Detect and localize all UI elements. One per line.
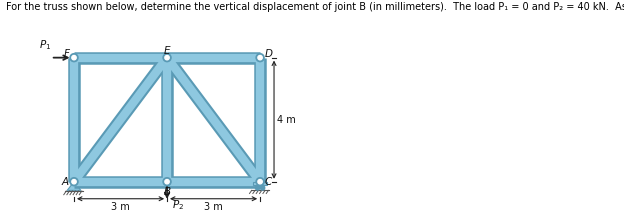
Circle shape [70,54,78,62]
Circle shape [260,186,265,190]
Polygon shape [67,182,81,190]
Text: A: A [62,177,69,187]
Text: F: F [63,49,69,59]
Text: C: C [264,177,271,187]
Text: $P_1$: $P_1$ [39,38,52,52]
Circle shape [258,56,262,60]
Circle shape [72,56,76,60]
Text: D: D [265,49,273,59]
Text: 3 m: 3 m [111,202,130,212]
Text: E: E [163,46,170,56]
Text: 4 m: 4 m [277,115,296,125]
Circle shape [258,180,262,184]
Circle shape [163,54,171,62]
Text: For the truss shown below, determine the vertical displacement of joint B (in mi: For the truss shown below, determine the… [6,2,624,12]
Circle shape [163,178,171,186]
Circle shape [255,186,260,190]
Circle shape [256,178,264,186]
Circle shape [256,54,264,62]
Circle shape [165,56,169,60]
Polygon shape [253,182,267,185]
Text: 3 m: 3 m [204,202,223,212]
Text: B: B [163,187,170,197]
Text: $P_2$: $P_2$ [172,198,184,212]
Circle shape [70,178,78,186]
Circle shape [72,180,76,184]
Circle shape [165,180,169,184]
